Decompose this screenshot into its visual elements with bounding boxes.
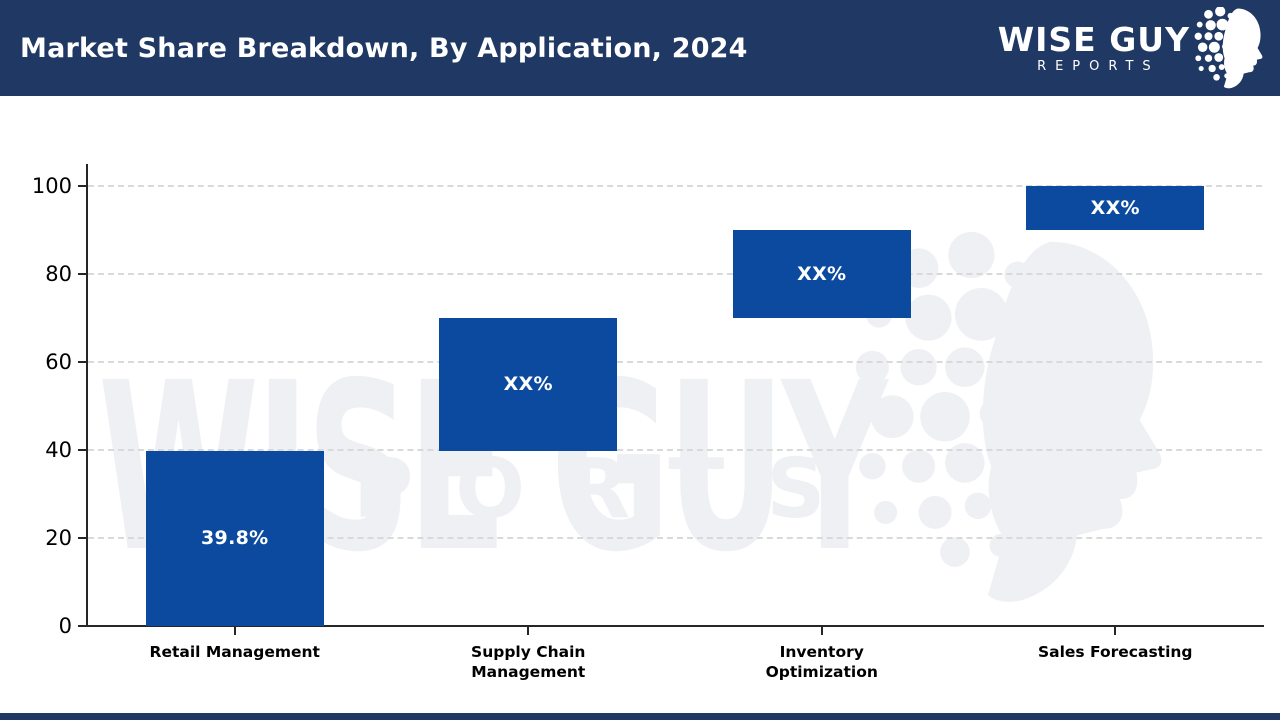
footer-bar bbox=[0, 713, 1280, 720]
gridline bbox=[88, 184, 1262, 187]
logo-wordmark: WISE GUY bbox=[997, 19, 1190, 59]
x-tick-mark bbox=[527, 627, 530, 635]
x-category-label-inventory-optimization: Inventory Optimization bbox=[765, 643, 878, 681]
y-tick-label: 20 bbox=[45, 525, 72, 550]
chart-area: WISE GUY REPORTS 0 20 40 60 80 100 39.8% Retail… bbox=[0, 96, 1280, 713]
y-tick-label: 0 bbox=[58, 614, 72, 638]
x-category-label-supply-chain-management: Supply Chain Management bbox=[471, 643, 586, 681]
y-tick-mark bbox=[78, 272, 86, 275]
bar-value-label: 39.8% bbox=[201, 527, 269, 550]
bar-inventory-optimization: XX% bbox=[732, 229, 911, 318]
bar-value-label: XX% bbox=[503, 373, 553, 396]
x-tick-mark bbox=[1114, 627, 1117, 635]
y-tick-mark bbox=[78, 184, 86, 187]
y-tick-label: 80 bbox=[45, 261, 72, 286]
chart-title: Market Share Breakdown, By Application, … bbox=[20, 32, 748, 64]
y-axis bbox=[86, 164, 88, 627]
x-category-label-sales-forecasting: Sales Forecasting bbox=[1037, 643, 1193, 661]
logo-text: WISE GUY REPORTS bbox=[998, 23, 1190, 74]
y-tick-label: 60 bbox=[45, 349, 72, 374]
bar-retail-management: 39.8% bbox=[145, 450, 324, 626]
gridline bbox=[88, 536, 1262, 539]
gridline bbox=[88, 448, 1262, 451]
x-tick-mark bbox=[820, 627, 823, 635]
wiseguy-logo: WISE GUY REPORTS bbox=[998, 7, 1266, 89]
y-tick-mark bbox=[78, 448, 86, 451]
x-tick-mark bbox=[233, 627, 236, 635]
x-axis bbox=[86, 625, 1264, 627]
bar-value-label: XX% bbox=[797, 262, 847, 285]
y-tick-label: 100 bbox=[31, 173, 72, 198]
logo-subtext: REPORTS bbox=[1037, 58, 1160, 74]
bar-sales-forecasting: XX% bbox=[1026, 185, 1205, 230]
bar-value-label: XX% bbox=[1090, 196, 1140, 219]
logo-head-icon bbox=[1194, 7, 1263, 89]
y-tick-label: 40 bbox=[45, 437, 72, 462]
header: Market Share Breakdown, By Application, … bbox=[0, 0, 1280, 96]
y-tick-mark bbox=[78, 536, 86, 539]
x-category-label-retail-management: Retail Management bbox=[149, 643, 320, 661]
y-tick-mark bbox=[78, 625, 86, 627]
bar-supply-chain-management: XX% bbox=[439, 317, 618, 451]
gridline bbox=[88, 360, 1262, 363]
y-tick-mark bbox=[78, 360, 86, 363]
gridline bbox=[88, 272, 1262, 275]
